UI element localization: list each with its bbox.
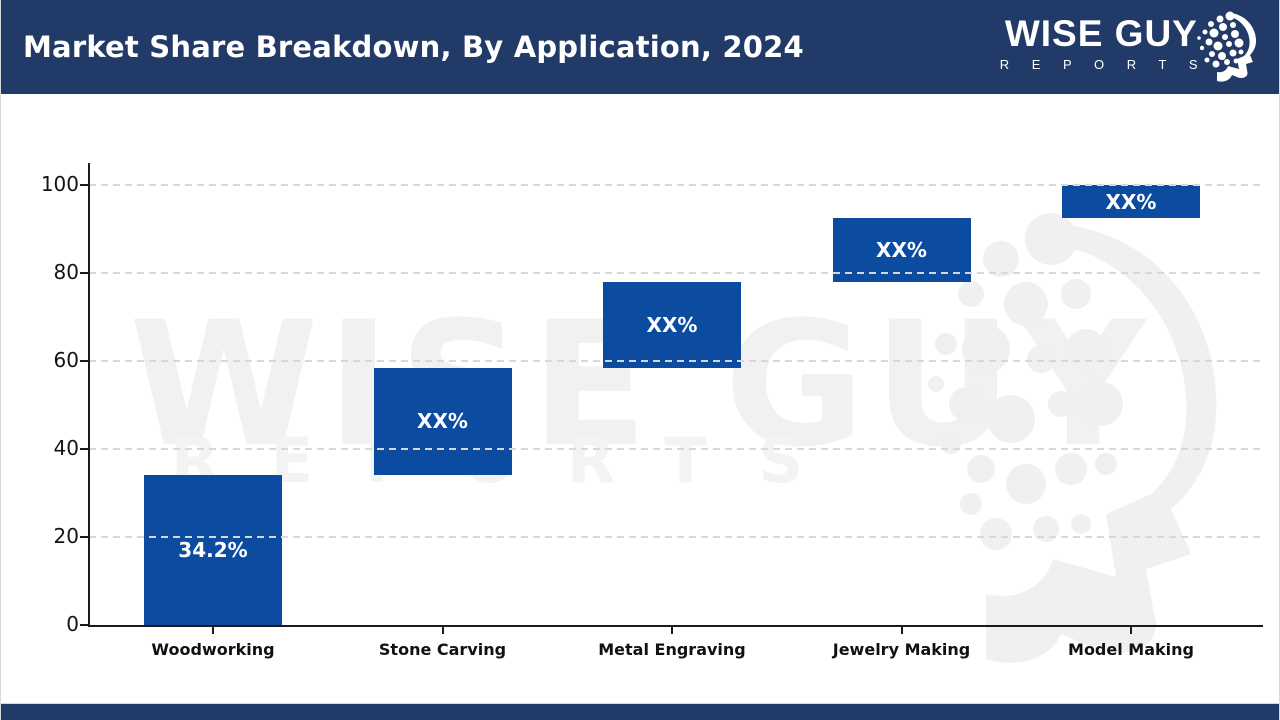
bar-stone-carving: [373, 367, 512, 475]
y-tick-label-80: 80: [53, 260, 79, 284]
x-axis-spine: [88, 625, 1263, 627]
y-tick-label-100: 100: [40, 172, 79, 196]
x-category-label-metal-engraving: Metal Engraving: [598, 640, 746, 659]
bar-value-label-jewelry-making: XX%: [876, 237, 927, 262]
gridline-20: [89, 536, 1263, 538]
logo-subtitle: R E P O R T S: [999, 57, 1207, 72]
x-category-label-jewelry-making: Jewelry Making: [832, 640, 971, 659]
gridline-40: [89, 448, 1263, 450]
gridline-80: [89, 272, 1263, 274]
x-category-label-woodworking: Woodworking: [151, 640, 275, 659]
bar-model-making: [1062, 185, 1200, 218]
bar-value-label-woodworking: 34.2%: [178, 537, 248, 562]
logo-wordmark: WISE GUY: [1004, 13, 1198, 54]
y-tick-mark-60: [80, 360, 88, 362]
dotted-face-icon: [1197, 11, 1257, 82]
x-tick-mark-metal-engraving: [671, 626, 673, 634]
bar-value-label-stone-carving: XX%: [417, 409, 468, 434]
logo-text: WISE GUY R E P O R T S: [996, 13, 1207, 73]
x-category-label-stone-carving: Stone Carving: [378, 640, 507, 659]
y-tick-label-60: 60: [53, 348, 79, 372]
footer-divider: [1, 703, 1279, 704]
x-tick-mark-woodworking: [212, 626, 214, 634]
x-tick-mark-stone-carving: [441, 626, 444, 634]
x-tick-mark-jewelry-making: [900, 626, 903, 634]
footer-bar: [1, 704, 1279, 720]
gridline-60: [89, 360, 1263, 362]
y-tick-label-20: 20: [53, 524, 79, 548]
wise-guy-reports-logo: WISE GUY R E P O R T S: [1000, 8, 1265, 88]
bar-woodworking: [144, 474, 282, 625]
y-tick-mark-80: [80, 272, 88, 274]
y-tick-label-40: 40: [53, 436, 79, 460]
page-title: Market Share Breakdown, By Application, …: [23, 30, 804, 64]
gridline-100: [89, 184, 1263, 186]
y-tick-mark-40: [80, 448, 88, 450]
bar-value-label-metal-engraving: XX%: [646, 312, 698, 337]
bar-value-label-model-making: XX%: [1105, 189, 1157, 214]
x-category-label-model-making: Model Making: [1068, 640, 1194, 659]
header-bar: Market Share Breakdown, By Application, …: [1, 0, 1279, 94]
bar-metal-engraving: [603, 281, 741, 368]
bar-jewelry-making: [832, 218, 971, 282]
y-tick-mark-100: [80, 184, 88, 186]
y-tick-label-0: 0: [66, 612, 79, 636]
y-tick-mark-20: [80, 536, 88, 538]
x-tick-mark-model-making: [1130, 626, 1132, 634]
y-axis-spine: [88, 163, 90, 627]
y-tick-mark-0: [80, 624, 88, 626]
